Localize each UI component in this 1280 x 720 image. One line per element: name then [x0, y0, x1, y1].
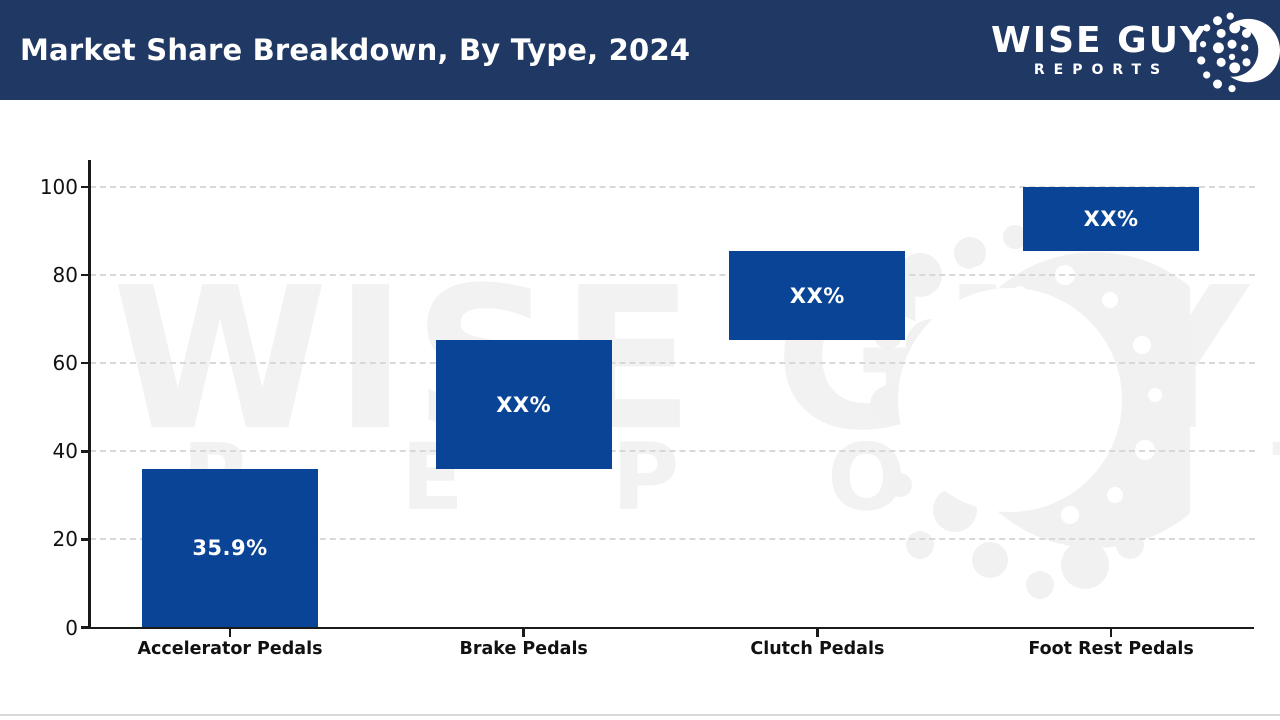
bar-value-label: XX%: [1083, 206, 1139, 231]
x-tick-mark-3: [816, 629, 819, 637]
header-bar: Market Share Breakdown, By Type, 2024 WI…: [0, 0, 1280, 100]
x-category-label-4: Foot Rest Pedals: [1028, 639, 1194, 659]
chart-title: Market Share Breakdown, By Type, 2024: [20, 33, 691, 67]
logo-wordmark: WISE GUY REPORTS: [990, 19, 1208, 78]
gridline-100: [90, 186, 1255, 188]
gridline-80: [90, 274, 1255, 277]
y-tick-label-80: 80: [52, 263, 78, 288]
y-tick-label-0: 0: [65, 615, 78, 640]
y-tick-label-100: 100: [39, 175, 78, 199]
y-tick-label-20: 20: [52, 527, 78, 552]
y-tick-mark-40: [81, 450, 89, 453]
gridline-20: [90, 538, 1255, 541]
bar-3: XX%: [729, 250, 906, 341]
x-category-label-3: Clutch Pedals: [750, 639, 885, 659]
x-tick-mark-4: [1109, 629, 1113, 637]
bar-4: XX%: [1023, 187, 1200, 251]
bar-value-label: XX%: [789, 283, 845, 308]
logo-wordmark-line1: WISE GUY: [990, 19, 1208, 61]
y-tick-mark-80: [81, 273, 89, 277]
y-axis-line: [88, 160, 91, 628]
logo-wordmark-line2: REPORTS: [1033, 61, 1170, 78]
bottom-border-line: [0, 714, 1280, 716]
gridline-60: [90, 362, 1255, 365]
bar-1: 35.9%: [142, 469, 318, 628]
y-tick-label-60: 60: [52, 351, 78, 376]
wiseguy-logo: WISE GUY REPORTS: [991, 0, 1280, 100]
y-tick-label-40: 40: [52, 439, 78, 464]
x-category-label-2: Brake Pedals: [459, 639, 588, 659]
x-category-label-1: Accelerator Pedals: [137, 639, 323, 659]
y-tick-mark-60: [81, 361, 89, 365]
x-tick-mark-2: [522, 629, 525, 637]
bar-value-label: XX%: [496, 392, 552, 417]
gridline-40: [90, 450, 1255, 453]
y-tick-mark-0: [81, 626, 89, 629]
x-axis-line: [88, 626, 1254, 629]
y-tick-mark-100: [81, 185, 89, 189]
watermark-head-graphic: [870, 225, 1190, 599]
bar-2: XX%: [435, 340, 612, 470]
bar-value-label: 35.9%: [192, 536, 268, 561]
y-tick-mark-20: [81, 538, 89, 541]
x-tick-mark-1: [228, 629, 232, 637]
logo-face-icon: [1197, 12, 1280, 93]
